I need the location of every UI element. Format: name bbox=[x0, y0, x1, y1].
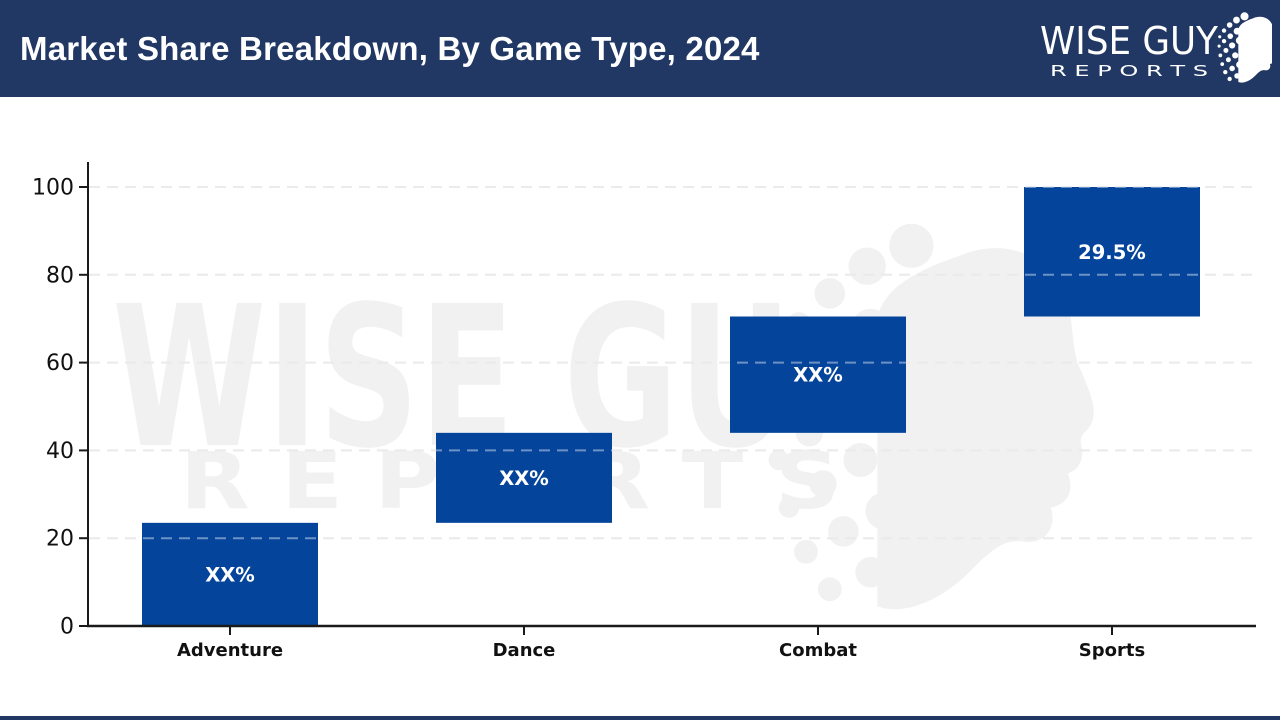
logo-line1: WISE GUY bbox=[1040, 19, 1219, 63]
watermark: WISE GU R E P O R T S bbox=[112, 223, 1094, 610]
watermark-line1: WISE GU bbox=[112, 264, 792, 491]
watermark-line2: R E P O R T S bbox=[180, 437, 840, 527]
wise-guy-reports-logo: WISE GUY R E P O R T S bbox=[1040, 12, 1272, 83]
footer-strip bbox=[0, 716, 1280, 720]
page-title: Market Share Breakdown, By Game Type, 20… bbox=[20, 29, 760, 67]
header-bar: Market Share Breakdown, By Game Type, 20… bbox=[0, 0, 1280, 97]
wiseguy-face-dots-icon bbox=[1217, 12, 1272, 83]
watermark-face-dots-icon bbox=[763, 223, 1094, 610]
chart-canvas: WISE GU R E P O R T S bbox=[0, 97, 1280, 716]
logo-line2: R E P O R T S bbox=[1050, 62, 1208, 80]
